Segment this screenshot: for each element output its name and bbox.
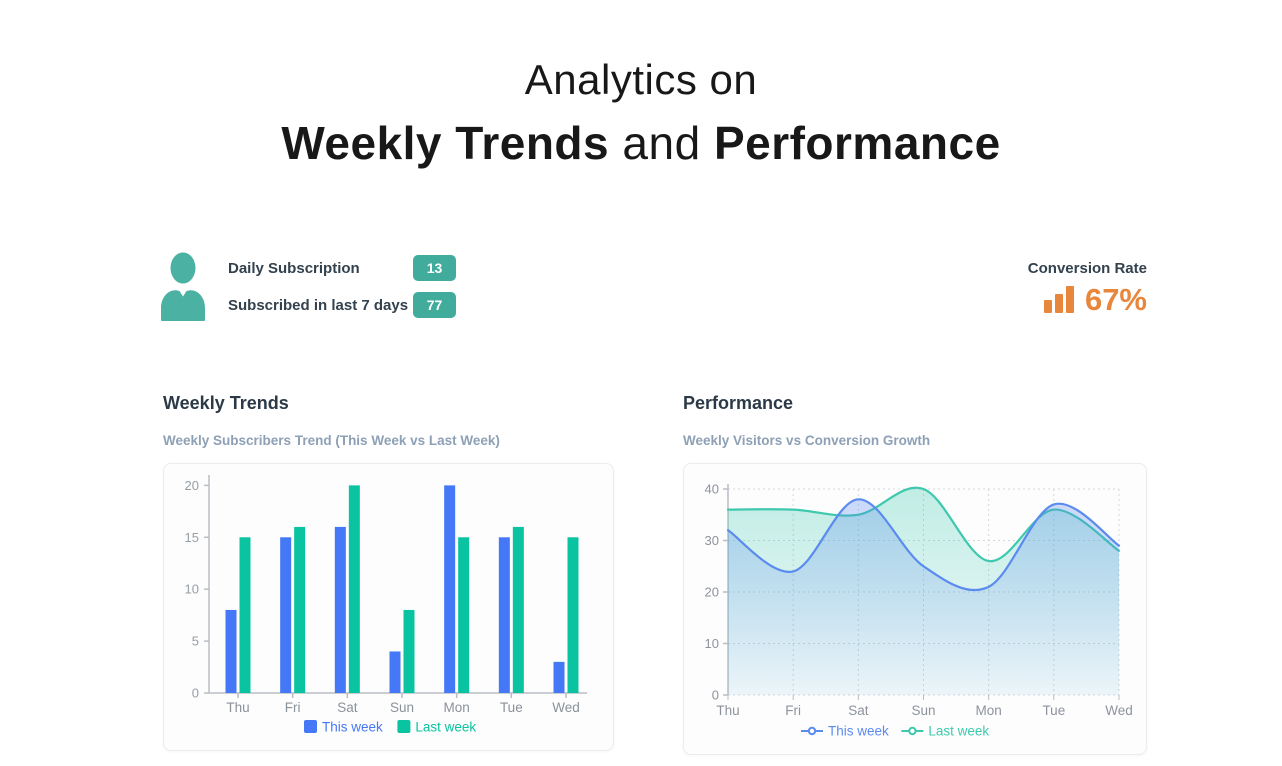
weekly-trends-section: Weekly Trends Weekly Subscribers Trend (… xyxy=(163,393,614,751)
svg-text:Mon: Mon xyxy=(976,703,1002,718)
conversion-rate-label: Conversion Rate xyxy=(1027,260,1147,277)
svg-text:40: 40 xyxy=(705,482,719,497)
page-title: Analytics on Weekly Trends and Performan… xyxy=(0,56,1282,170)
title-weekly-trends-text: Weekly Trends xyxy=(281,117,610,169)
legend-item-last-week[interactable]: Last week xyxy=(901,724,989,739)
svg-text:Wed: Wed xyxy=(552,700,580,715)
subscription-stats: Daily Subscription 13 Subscribed in last… xyxy=(156,251,456,321)
svg-text:Tue: Tue xyxy=(1042,703,1065,718)
svg-text:Wed: Wed xyxy=(1105,703,1133,718)
legend-item-this-week[interactable]: This week xyxy=(801,724,889,739)
weekly-trends-subtitle: Weekly Subscribers Trend (This Week vs L… xyxy=(163,433,500,448)
svg-text:30: 30 xyxy=(705,533,719,548)
svg-text:Sun: Sun xyxy=(390,700,414,715)
title-performance-text: Performance xyxy=(713,117,1001,169)
svg-text:This week: This week xyxy=(828,724,889,739)
svg-text:Last week: Last week xyxy=(928,724,989,739)
svg-text:Fri: Fri xyxy=(785,703,801,718)
svg-text:Sun: Sun xyxy=(911,703,935,718)
title-and-text: and xyxy=(609,117,714,169)
conversion-rate-row: 67% xyxy=(1043,281,1147,317)
daily-subscription-badge: 13 xyxy=(413,255,456,281)
svg-text:Thu: Thu xyxy=(226,700,249,715)
legend-item-this-week[interactable]: This week xyxy=(304,720,383,735)
performance-heading: Performance xyxy=(683,393,794,413)
weekly-subscription-badge: 77 xyxy=(413,292,456,318)
weekly-subscription-row: Subscribed in last 7 days 77 xyxy=(228,292,456,318)
svg-text:5: 5 xyxy=(192,634,199,649)
svg-text:Sat: Sat xyxy=(848,703,869,718)
svg-text:20: 20 xyxy=(705,585,719,600)
conversion-rate-stat: Conversion Rate 67% xyxy=(1027,260,1147,317)
performance-area-chart: 0 10 20 30 40 Thu Fri Sat Sun Mon Tue Wed This week L… xyxy=(705,482,1133,739)
svg-text:0: 0 xyxy=(192,686,199,701)
svg-text:Thu: Thu xyxy=(716,703,739,718)
legend-item-last-week[interactable]: Last week xyxy=(397,720,476,735)
svg-text:10: 10 xyxy=(185,582,199,597)
svg-text:20: 20 xyxy=(185,478,199,493)
svg-text:Tue: Tue xyxy=(500,700,523,715)
performance-panel: 0 10 20 30 40 Thu Fri Sat Sun Mon Tue Wed This week L… xyxy=(683,463,1147,755)
page-title-line1: Analytics on xyxy=(524,56,758,103)
svg-text:0: 0 xyxy=(712,688,719,703)
svg-text:This week: This week xyxy=(322,720,383,735)
svg-text:Mon: Mon xyxy=(444,700,470,715)
daily-subscription-row: Daily Subscription 13 xyxy=(228,255,456,281)
weekly-trends-panel: 0 5 10 15 20 Thu Fri Sat Sun Mon Tue Wed This week La… xyxy=(163,463,614,751)
bar-chart-icon xyxy=(1043,286,1074,313)
weekly-subscription-label: Subscribed in last 7 days xyxy=(228,296,409,314)
svg-text:Fri: Fri xyxy=(285,700,301,715)
person-icon xyxy=(161,252,205,321)
page-title-line2: Weekly Trends and Performance xyxy=(0,116,1282,170)
svg-text:10: 10 xyxy=(705,636,719,651)
svg-text:Last week: Last week xyxy=(415,720,476,735)
subscription-stat-rows: Daily Subscription 13 Subscribed in last… xyxy=(228,255,456,318)
conversion-rate-value: 67% xyxy=(1084,281,1147,317)
weekly-trends-heading: Weekly Trends xyxy=(163,393,289,413)
performance-section: Performance Weekly Visitors vs Conversio… xyxy=(683,393,1147,755)
daily-subscription-label: Daily Subscription xyxy=(228,259,360,277)
svg-text:Sat: Sat xyxy=(337,700,358,715)
svg-text:15: 15 xyxy=(185,530,199,545)
performance-subtitle: Weekly Visitors vs Conversion Growth xyxy=(683,433,931,448)
weekly-trends-bar-chart: 0 5 10 15 20 Thu Fri Sat Sun Mon Tue Wed This week La… xyxy=(185,475,587,735)
